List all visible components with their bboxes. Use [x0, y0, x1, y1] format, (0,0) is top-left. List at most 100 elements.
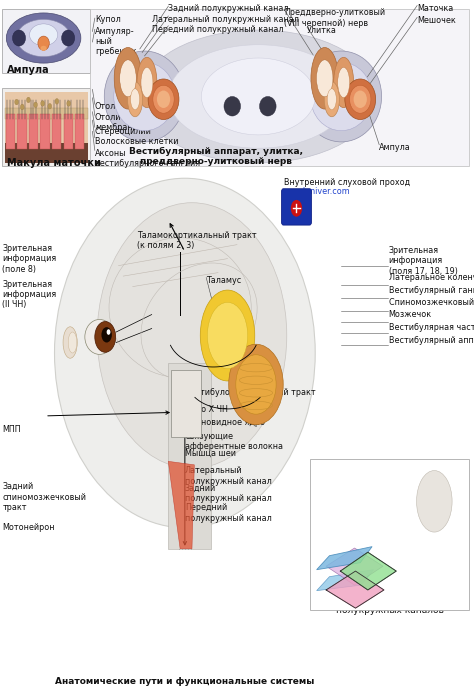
- Circle shape: [41, 101, 45, 106]
- Ellipse shape: [114, 48, 142, 109]
- Ellipse shape: [327, 89, 337, 110]
- Circle shape: [34, 102, 37, 108]
- Ellipse shape: [236, 355, 276, 414]
- Bar: [17, 114, 27, 149]
- Ellipse shape: [38, 36, 49, 50]
- Ellipse shape: [141, 67, 153, 98]
- Text: Улитка: Улитка: [307, 26, 337, 35]
- Ellipse shape: [140, 30, 377, 163]
- Ellipse shape: [29, 24, 58, 45]
- Text: Задний
спиномозжечковый
тракт: Задний спиномозжечковый тракт: [2, 482, 86, 512]
- Circle shape: [55, 99, 59, 104]
- Text: Мышца шеи: Мышца шеи: [185, 449, 236, 458]
- Text: Спиномозжечковый тракт: Спиномозжечковый тракт: [389, 298, 474, 308]
- Ellipse shape: [349, 85, 371, 113]
- Text: Мотонейрон: Мотонейрон: [2, 523, 55, 532]
- Ellipse shape: [85, 319, 114, 354]
- Bar: [5, 108, 88, 119]
- Text: Латеральное коленчатое тело: Латеральное коленчатое тело: [389, 273, 474, 282]
- Text: Маточка: Маточка: [417, 4, 453, 13]
- Text: Задний полукружный канал: Задний полукружный канал: [168, 4, 289, 13]
- Polygon shape: [326, 548, 383, 585]
- Text: Вестибуломозжечковый тракт: Вестибуломозжечковый тракт: [185, 388, 316, 397]
- Ellipse shape: [200, 290, 255, 381]
- Bar: [168, 363, 211, 549]
- Ellipse shape: [97, 203, 287, 468]
- Ellipse shape: [337, 67, 350, 98]
- Text: Волосковые клетки: Волосковые клетки: [95, 137, 178, 146]
- Bar: [171, 370, 201, 437]
- Text: meduniver.com: meduniver.com: [287, 187, 349, 196]
- Ellipse shape: [120, 60, 136, 96]
- Circle shape: [20, 104, 24, 110]
- Ellipse shape: [201, 58, 315, 135]
- Bar: [75, 114, 84, 149]
- Text: Таламус: Таламус: [206, 276, 241, 285]
- Polygon shape: [326, 571, 384, 608]
- Circle shape: [67, 101, 71, 106]
- Text: Связующие
афферентные волокна: Связующие афферентные волокна: [185, 432, 283, 452]
- Ellipse shape: [311, 48, 338, 109]
- Text: Вестибулярный ганглий: Вестибулярный ганглий: [389, 286, 474, 295]
- Bar: [310, 459, 469, 610]
- Bar: [29, 114, 38, 149]
- Text: Ядро Х ЧН: Ядро Х ЧН: [185, 405, 228, 415]
- Text: Клиновидное ядро: Клиновидное ядро: [185, 418, 265, 427]
- Text: Латеральный полукружный канал: Латеральный полукружный канал: [152, 15, 299, 24]
- Text: Внутренний слуховой проход: Внутренний слуховой проход: [284, 178, 410, 187]
- Circle shape: [15, 99, 18, 105]
- Bar: [6, 114, 15, 149]
- Text: Зрительная
информация
(поле 8): Зрительная информация (поле 8): [2, 244, 56, 274]
- Bar: [40, 114, 50, 149]
- Ellipse shape: [63, 326, 77, 358]
- Text: Отолиты: Отолиты: [95, 102, 132, 111]
- Ellipse shape: [317, 60, 333, 96]
- Text: Ампула: Ампула: [379, 143, 411, 152]
- Text: Ампуляр-
ный
гребешок: Ампуляр- ный гребешок: [95, 27, 137, 57]
- Ellipse shape: [324, 82, 339, 117]
- Text: Преддверно-улитковый
(VIII черепной) нерв: Преддверно-улитковый (VIII черепной) нер…: [284, 8, 385, 28]
- Ellipse shape: [137, 57, 157, 108]
- Text: 30°: 30°: [374, 517, 388, 526]
- Text: Макула маточки: Макула маточки: [7, 158, 101, 168]
- Text: Таламокортикальный тракт
(к полям 2, 3): Таламокортикальный тракт (к полям 2, 3): [137, 231, 257, 250]
- Bar: [52, 114, 61, 149]
- Circle shape: [101, 327, 112, 343]
- Text: Латеральный
полукружный канал: Латеральный полукружный канал: [185, 466, 272, 486]
- Text: Передний полукружный канал: Передний полукружный канал: [152, 25, 283, 34]
- Circle shape: [107, 329, 110, 335]
- Text: МПП: МПП: [2, 425, 21, 434]
- Ellipse shape: [301, 51, 382, 142]
- Bar: [2, 9, 90, 73]
- Ellipse shape: [334, 57, 354, 108]
- FancyBboxPatch shape: [282, 189, 311, 225]
- Bar: [5, 143, 88, 163]
- Circle shape: [95, 322, 116, 352]
- Ellipse shape: [148, 79, 179, 120]
- Ellipse shape: [128, 82, 143, 117]
- Text: Передний
полукружный канал: Передний полукружный канал: [185, 503, 272, 523]
- Ellipse shape: [6, 13, 81, 63]
- Circle shape: [48, 103, 52, 109]
- Text: Купол: Купол: [95, 15, 120, 24]
- Ellipse shape: [207, 302, 247, 369]
- Text: Мешочек: Мешочек: [417, 16, 456, 25]
- Ellipse shape: [310, 62, 372, 131]
- Text: Вестибулярный аппарат: Вестибулярный аппарат: [389, 336, 474, 345]
- Text: Отолитовая
мембрана: Отолитовая мембрана: [95, 113, 146, 132]
- Ellipse shape: [17, 20, 71, 57]
- Ellipse shape: [130, 89, 140, 110]
- Circle shape: [291, 200, 302, 217]
- Ellipse shape: [228, 344, 283, 424]
- Ellipse shape: [168, 45, 348, 148]
- Bar: [64, 114, 73, 149]
- Ellipse shape: [104, 51, 185, 142]
- Text: Анатомические пути и функциональные системы: Анатомические пути и функциональные сист…: [55, 677, 315, 686]
- Polygon shape: [317, 547, 372, 570]
- Text: Стереоцилии: Стереоцилии: [95, 127, 152, 136]
- Text: Зрительная
информация
(II ЧН): Зрительная информация (II ЧН): [2, 280, 56, 310]
- Text: Мозжечок: Мозжечок: [389, 310, 432, 319]
- Polygon shape: [168, 461, 194, 549]
- Circle shape: [27, 97, 30, 103]
- Polygon shape: [317, 570, 374, 591]
